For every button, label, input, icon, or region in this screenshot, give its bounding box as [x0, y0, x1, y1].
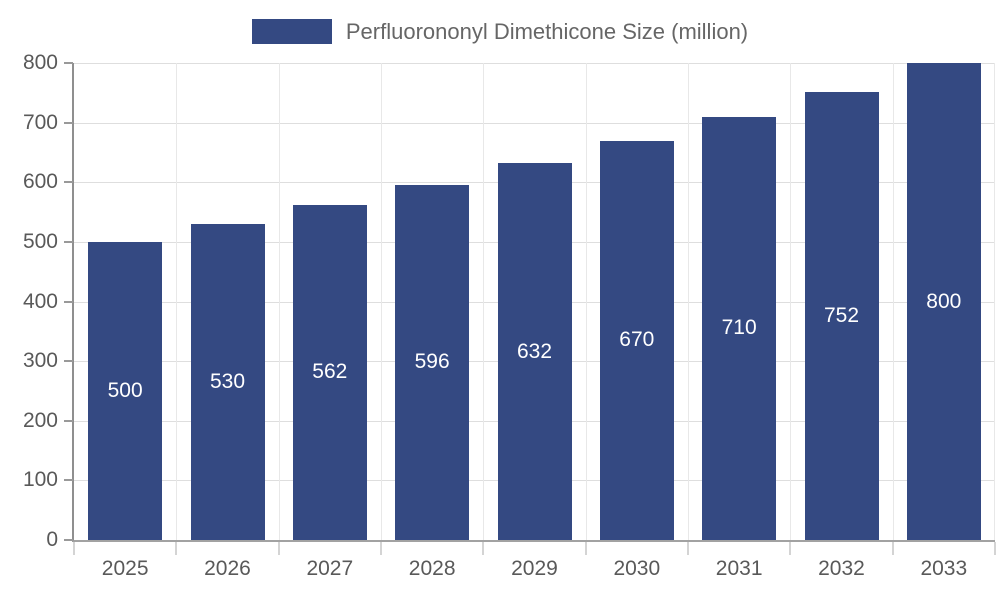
x-tick-label: 2029: [511, 557, 558, 580]
gridline-vertical: [585, 63, 587, 540]
bar-value-label: 596: [414, 350, 450, 374]
x-axis-tick: [73, 542, 75, 555]
x-axis-tick: [789, 542, 792, 555]
gridline-horizontal: [74, 122, 995, 124]
x-axis-tick: [891, 542, 894, 555]
bar-value-label: 632: [516, 339, 553, 363]
bar: 562: [292, 204, 367, 540]
x-axis-tick: [482, 542, 485, 555]
x-tick-label: 2031: [715, 557, 763, 580]
legend-label: Perfluorononyl Dimethicone Size (million…: [345, 18, 749, 44]
x-tick-label: 2033: [920, 557, 968, 580]
bar-value-label: 530: [209, 370, 246, 393]
bar: 752: [804, 91, 879, 540]
bar: 500: [88, 241, 163, 540]
gridline-vertical: [483, 63, 485, 540]
y-tick-label: 300: [22, 349, 58, 373]
legend: Perfluorononyl Dimethicone Size (million…: [0, 16, 1000, 46]
gridline-vertical: [790, 63, 792, 540]
bar: 530: [190, 224, 265, 540]
x-axis-tick: [687, 542, 689, 555]
gridline-vertical: [994, 63, 995, 540]
x-tick-label: 2030: [613, 557, 661, 580]
bar: 670: [599, 140, 674, 540]
x-tick-label: 2028: [408, 557, 456, 580]
x-axis-tick: [175, 542, 178, 555]
x-axis-tick: [994, 542, 996, 555]
x-axis-tick: [584, 542, 587, 555]
y-tick-label: 200: [22, 408, 58, 432]
bar: 710: [702, 116, 777, 540]
bar: 632: [497, 163, 572, 540]
x-tick-label: 2032: [818, 557, 865, 580]
x-tick-label: 2026: [204, 557, 251, 580]
x-axis-tick: [277, 542, 280, 555]
bar: 800: [906, 63, 981, 540]
gridline-horizontal: [74, 63, 995, 64]
bar-value-label: 500: [107, 378, 143, 402]
x-tick-label: 2025: [101, 557, 149, 580]
bar-value-label: 710: [721, 316, 757, 340]
bar-value-label: 562: [312, 360, 348, 384]
gridline-vertical: [892, 63, 894, 540]
gridline-vertical: [688, 63, 689, 540]
y-tick-label: 800: [22, 51, 58, 74]
y-tick-label: 100: [22, 468, 58, 492]
plot-area: 500 530 562 596 632 670 710 752 800: [72, 63, 995, 542]
gridline-vertical: [176, 63, 178, 540]
x-axis-tick: [380, 542, 382, 555]
gridline-vertical: [278, 63, 280, 540]
bar-value-label: 670: [619, 328, 655, 352]
bar-value-label: 800: [926, 289, 962, 313]
gridline-vertical: [381, 63, 382, 540]
y-tick-label: 700: [22, 110, 58, 134]
bar-value-label: 752: [823, 303, 860, 327]
y-tick-label: 500: [22, 229, 58, 253]
y-tick-label: 0: [46, 528, 58, 551]
legend-swatch: [251, 18, 332, 44]
y-tick-label: 600: [22, 170, 58, 194]
x-tick-label: 2027: [306, 557, 354, 580]
y-tick-label: 400: [22, 289, 58, 313]
bar: 596: [395, 184, 470, 540]
